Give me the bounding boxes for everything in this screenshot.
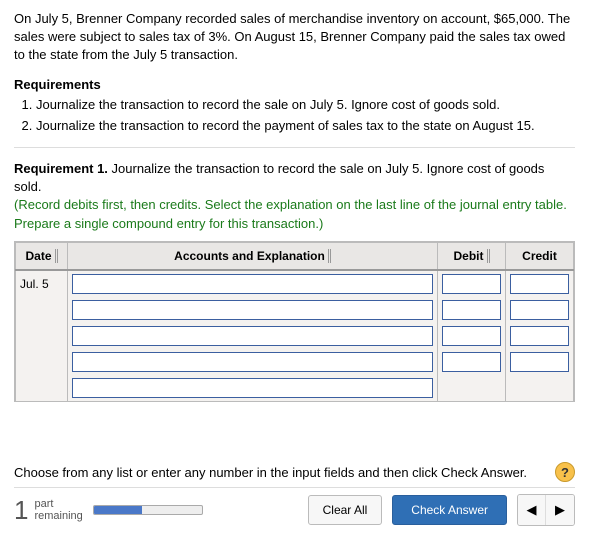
credit-input[interactable] [510, 326, 569, 346]
debit-cell [438, 323, 506, 349]
requirement-item-2: Journalize the transaction to record the… [36, 117, 575, 135]
clear-all-button[interactable]: Clear All [308, 495, 383, 525]
credit-input[interactable] [510, 274, 569, 294]
debit-cell [438, 375, 506, 401]
requirements-list: Journalize the transaction to record the… [14, 96, 575, 135]
debit-input[interactable] [442, 326, 501, 346]
header-credit: Credit [506, 242, 574, 270]
account-input[interactable] [72, 378, 433, 398]
requirement-1-heading: Requirement 1. Journalize the transactio… [14, 160, 575, 196]
requirement-item-1: Journalize the transaction to record the… [36, 96, 575, 114]
date-cell: Jul. 5 [16, 270, 68, 297]
progress-bar [93, 505, 203, 515]
nav-group: ◀ ▶ [517, 494, 575, 526]
date-cell [16, 297, 68, 323]
account-cell [68, 297, 438, 323]
account-cell [68, 270, 438, 297]
debit-input[interactable] [442, 300, 501, 320]
table-row [16, 297, 574, 323]
separator [14, 147, 575, 148]
journal-table: Date Accounts and Explanation Debit Cred… [15, 242, 574, 401]
header-date: Date [16, 242, 68, 270]
account-input[interactable] [72, 274, 433, 294]
debit-cell [438, 297, 506, 323]
credit-cell [506, 323, 574, 349]
account-input[interactable] [72, 326, 433, 346]
table-row [16, 323, 574, 349]
credit-cell [506, 375, 574, 401]
table-row: Jul. 5 [16, 270, 574, 297]
debit-cell [438, 270, 506, 297]
journal-table-container: Date Accounts and Explanation Debit Cred… [14, 241, 575, 402]
date-cell [16, 375, 68, 401]
credit-input[interactable] [510, 300, 569, 320]
debit-input[interactable] [442, 352, 501, 372]
requirements-heading: Requirements [14, 77, 575, 92]
account-cell [68, 323, 438, 349]
header-accounts: Accounts and Explanation [68, 242, 438, 270]
problem-statement: On July 5, Brenner Company recorded sale… [14, 10, 575, 65]
part-number: 1 [14, 495, 28, 526]
credit-cell [506, 270, 574, 297]
account-cell [68, 349, 438, 375]
account-input[interactable] [72, 300, 433, 320]
account-cell [68, 375, 438, 401]
check-answer-button[interactable]: Check Answer [392, 495, 507, 525]
parts-remaining: 1 part remaining [14, 495, 83, 526]
date-cell [16, 349, 68, 375]
part-label-2: remaining [34, 510, 82, 522]
next-button[interactable]: ▶ [546, 495, 574, 525]
journal-instructions: (Record debits first, then credits. Sele… [14, 196, 575, 232]
credit-cell [506, 297, 574, 323]
footer-separator [14, 487, 575, 488]
account-input[interactable] [72, 352, 433, 372]
credit-cell [506, 349, 574, 375]
prev-button[interactable]: ◀ [518, 495, 546, 525]
requirement-1-label: Requirement 1. [14, 161, 108, 176]
debit-cell [438, 349, 506, 375]
part-label-1: part [34, 498, 53, 510]
table-row [16, 349, 574, 375]
table-row [16, 375, 574, 401]
debit-input[interactable] [442, 274, 501, 294]
header-debit: Debit [438, 242, 506, 270]
date-cell [16, 323, 68, 349]
credit-input[interactable] [510, 352, 569, 372]
help-icon[interactable]: ? [555, 462, 575, 482]
choose-instruction: Choose from any list or enter any number… [14, 465, 527, 480]
